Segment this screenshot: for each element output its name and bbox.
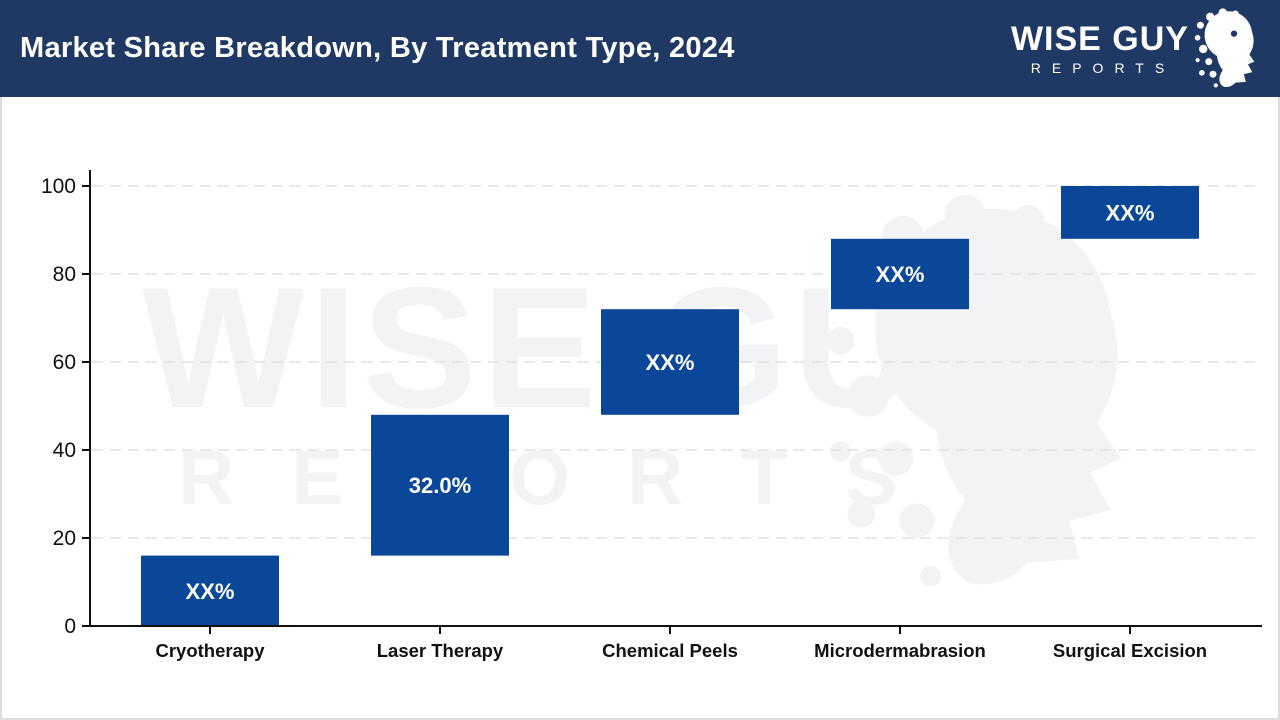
bar-cryotherapy xyxy=(141,555,279,626)
y-tick-label: 0 xyxy=(64,615,76,638)
y-tick-label: 80 xyxy=(53,263,76,286)
x-category-label-cryotherapy: Cryotherapy xyxy=(156,640,266,661)
y-tick-label: 40 xyxy=(53,439,76,462)
wiseguy-head-icon xyxy=(1190,7,1264,91)
bar-value-label: XX% xyxy=(186,579,235,604)
logo-subtitle: REPORTS xyxy=(1030,60,1176,76)
head-eye-dot xyxy=(1230,29,1238,37)
bar-value-label: XX% xyxy=(646,350,695,375)
wiseguy-logo-text: WISE GUY REPORTS xyxy=(1011,22,1189,75)
x-category-label-surgical-excision: Surgical Excision xyxy=(1053,640,1207,661)
wiseguy-logo: WISE GUY REPORTS xyxy=(1011,7,1264,91)
x-category-label-laser-therapy: Laser Therapy xyxy=(377,640,504,661)
bar-laser-therapy xyxy=(371,414,509,556)
y-tick-label: 20 xyxy=(53,527,76,550)
header-bar: Market Share Breakdown, By Treatment Typ… xyxy=(0,0,1280,97)
x-category-label-microdermabrasion: Microdermabrasion xyxy=(814,640,986,661)
logo-wordmark: WISE GUY xyxy=(1010,20,1189,58)
x-category-label-chemical-peels: Chemical Peels xyxy=(602,640,738,661)
page-title: Market Share Breakdown, By Treatment Typ… xyxy=(20,31,735,64)
bar-value-label: XX% xyxy=(876,262,925,287)
bar-value-label: 32.0% xyxy=(409,473,471,498)
y-tick-label: 60 xyxy=(53,351,76,374)
bar-chemical-peels xyxy=(601,309,739,415)
bar-value-label: XX% xyxy=(1106,200,1155,225)
y-tick-label: 100 xyxy=(41,175,76,198)
